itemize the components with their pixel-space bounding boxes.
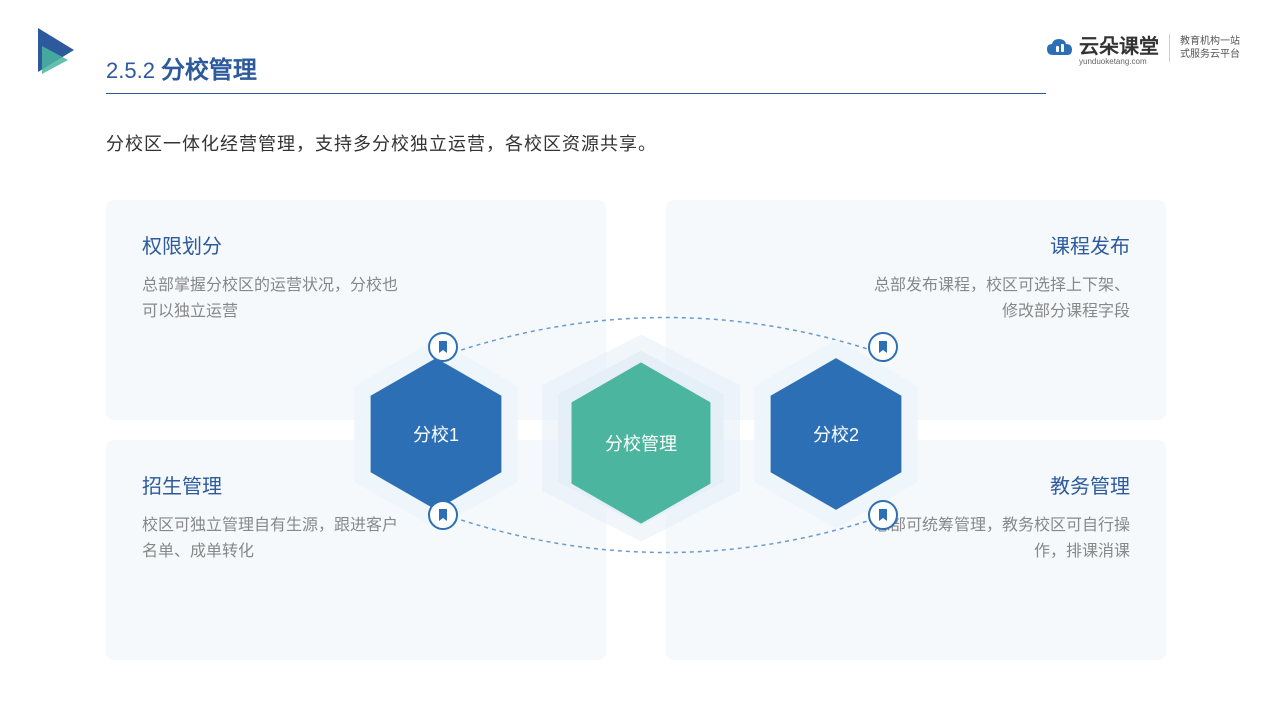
logo: 云朵课堂 yunduoketang.com 教育机构一站 式服务云平台: [1045, 30, 1240, 66]
bookmark-icon: [428, 332, 458, 362]
logo-tagline: 教育机构一站 式服务云平台: [1180, 35, 1240, 61]
hex-branch2: 分校2: [766, 354, 906, 514]
bookmark-icon: [868, 500, 898, 530]
hex-label: 分校2: [813, 421, 859, 447]
logo-divider: [1169, 34, 1170, 62]
logo-name: 云朵课堂: [1079, 30, 1159, 59]
corner-play-icon: [38, 28, 80, 83]
card-title: 权限划分: [142, 230, 570, 259]
page-subtitle: 分校区一体化经营管理，支持多分校独立运营，各校区资源共享。: [106, 130, 657, 156]
card-desc: 总部掌握分校区的运营状况，分校也可以独立运营: [142, 273, 412, 324]
hex-label: 分校1: [413, 421, 459, 447]
hex-management: 分校管理: [566, 358, 716, 528]
section-number: 2.5.2: [106, 58, 155, 84]
section-title: 分校管理: [161, 50, 257, 85]
hex-branch1: 分校1: [366, 354, 506, 514]
diagram-area: 权限划分 总部掌握分校区的运营状况，分校也可以独立运营 课程发布 总部发布课程，…: [106, 200, 1166, 680]
title-underline: [106, 93, 1046, 94]
hex-label: 分校管理: [605, 430, 677, 456]
bookmark-icon: [428, 500, 458, 530]
card-title: 课程发布: [702, 230, 1130, 259]
cloud-icon: [1045, 37, 1075, 59]
bookmark-icon: [868, 332, 898, 362]
card-desc: 总部发布课程，校区可选择上下架、修改部分课程字段: [860, 273, 1130, 324]
